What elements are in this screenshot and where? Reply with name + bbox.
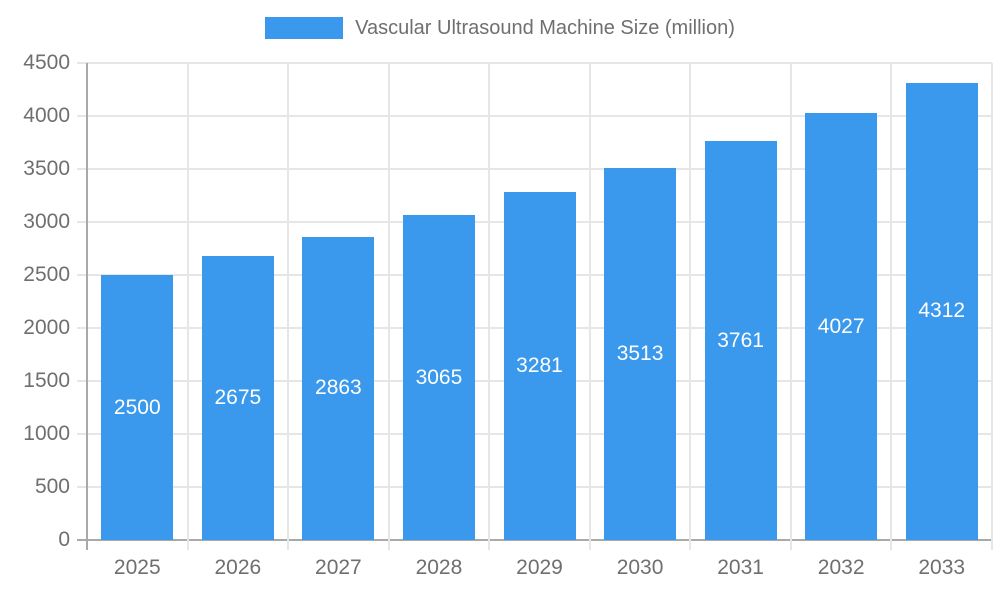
x-tick-label: 2030 <box>616 556 664 579</box>
bar-value-label: 3761 <box>717 328 764 352</box>
y-tick-label: 0 <box>58 528 70 551</box>
x-gridline <box>186 63 189 550</box>
y-gridline <box>77 168 992 170</box>
y-tick-label: 3000 <box>23 210 70 233</box>
bar-value-label: 4312 <box>918 299 966 323</box>
y-tick-label: 4500 <box>23 51 70 74</box>
y-tick-label: 1500 <box>23 369 70 392</box>
bar-2033[interactable]: 4312 <box>905 82 978 540</box>
x-gridline <box>991 63 993 550</box>
x-gridline <box>890 63 893 550</box>
x-tick-label: 2028 <box>415 556 463 579</box>
x-tick-label: 2031 <box>717 556 764 579</box>
x-axis-labels: 2025 2026 2027 2028 2029 2030 2031 2032 2033 <box>87 556 992 590</box>
y-axis-labels: 0 500 1000 1500 2000 2500 3000 3500 4000 4500 <box>0 51 70 551</box>
bar-value-label: 2863 <box>315 376 362 400</box>
y-tick-label: 2500 <box>23 263 70 286</box>
x-gridline <box>387 63 390 550</box>
bar-2028[interactable]: 3065 <box>402 215 475 540</box>
y-tick-label: 500 <box>34 475 70 498</box>
y-tick-label: 3500 <box>23 157 70 180</box>
y-gridline <box>77 62 992 64</box>
x-axis-baseline <box>77 539 992 541</box>
x-tick-label: 2032 <box>817 556 865 579</box>
y-gridline <box>77 115 992 117</box>
x-tick-label: 2027 <box>315 556 362 579</box>
y-axis-line <box>86 63 88 550</box>
x-gridline <box>588 63 591 550</box>
bar-value-label: 3281 <box>516 354 563 378</box>
y-tick-label: 2000 <box>23 316 70 339</box>
bar-2027[interactable]: 2863 <box>302 236 375 540</box>
y-tick-label: 1000 <box>23 422 70 445</box>
legend-label: Vascular Ultrasound Machine Size (millio… <box>355 17 735 39</box>
y-tick-label: 4000 <box>23 104 70 127</box>
x-gridline <box>689 63 692 550</box>
legend[interactable]: Vascular Ultrasound Machine Size (millio… <box>0 15 1000 41</box>
x-tick-label: 2025 <box>113 556 161 579</box>
bar-value-label: 3065 <box>415 365 463 389</box>
bar-2031[interactable]: 3761 <box>704 141 777 540</box>
x-gridline <box>488 63 491 550</box>
bar-2032[interactable]: 4027 <box>805 113 878 540</box>
plot-area: 2500 2675 2863 3065 3281 3513 3761 4027 4312 <box>77 62 993 550</box>
x-gridline <box>287 63 290 550</box>
bar-value-label: 3513 <box>616 341 664 365</box>
bar-2029[interactable]: 3281 <box>503 192 576 540</box>
bar-value-label: 2500 <box>113 395 161 419</box>
bar-2030[interactable]: 3513 <box>604 167 677 540</box>
bar-value-label: 2675 <box>214 386 262 410</box>
bar-value-label: 4027 <box>817 314 865 338</box>
x-tick-label: 2033 <box>918 556 966 579</box>
legend-swatch <box>265 17 344 39</box>
x-tick-label: 2029 <box>516 556 563 579</box>
bar-2025[interactable]: 2500 <box>101 275 174 540</box>
x-gridline <box>789 63 792 550</box>
x-tick-label: 2026 <box>214 556 262 579</box>
bar-2026[interactable]: 2675 <box>201 256 274 540</box>
